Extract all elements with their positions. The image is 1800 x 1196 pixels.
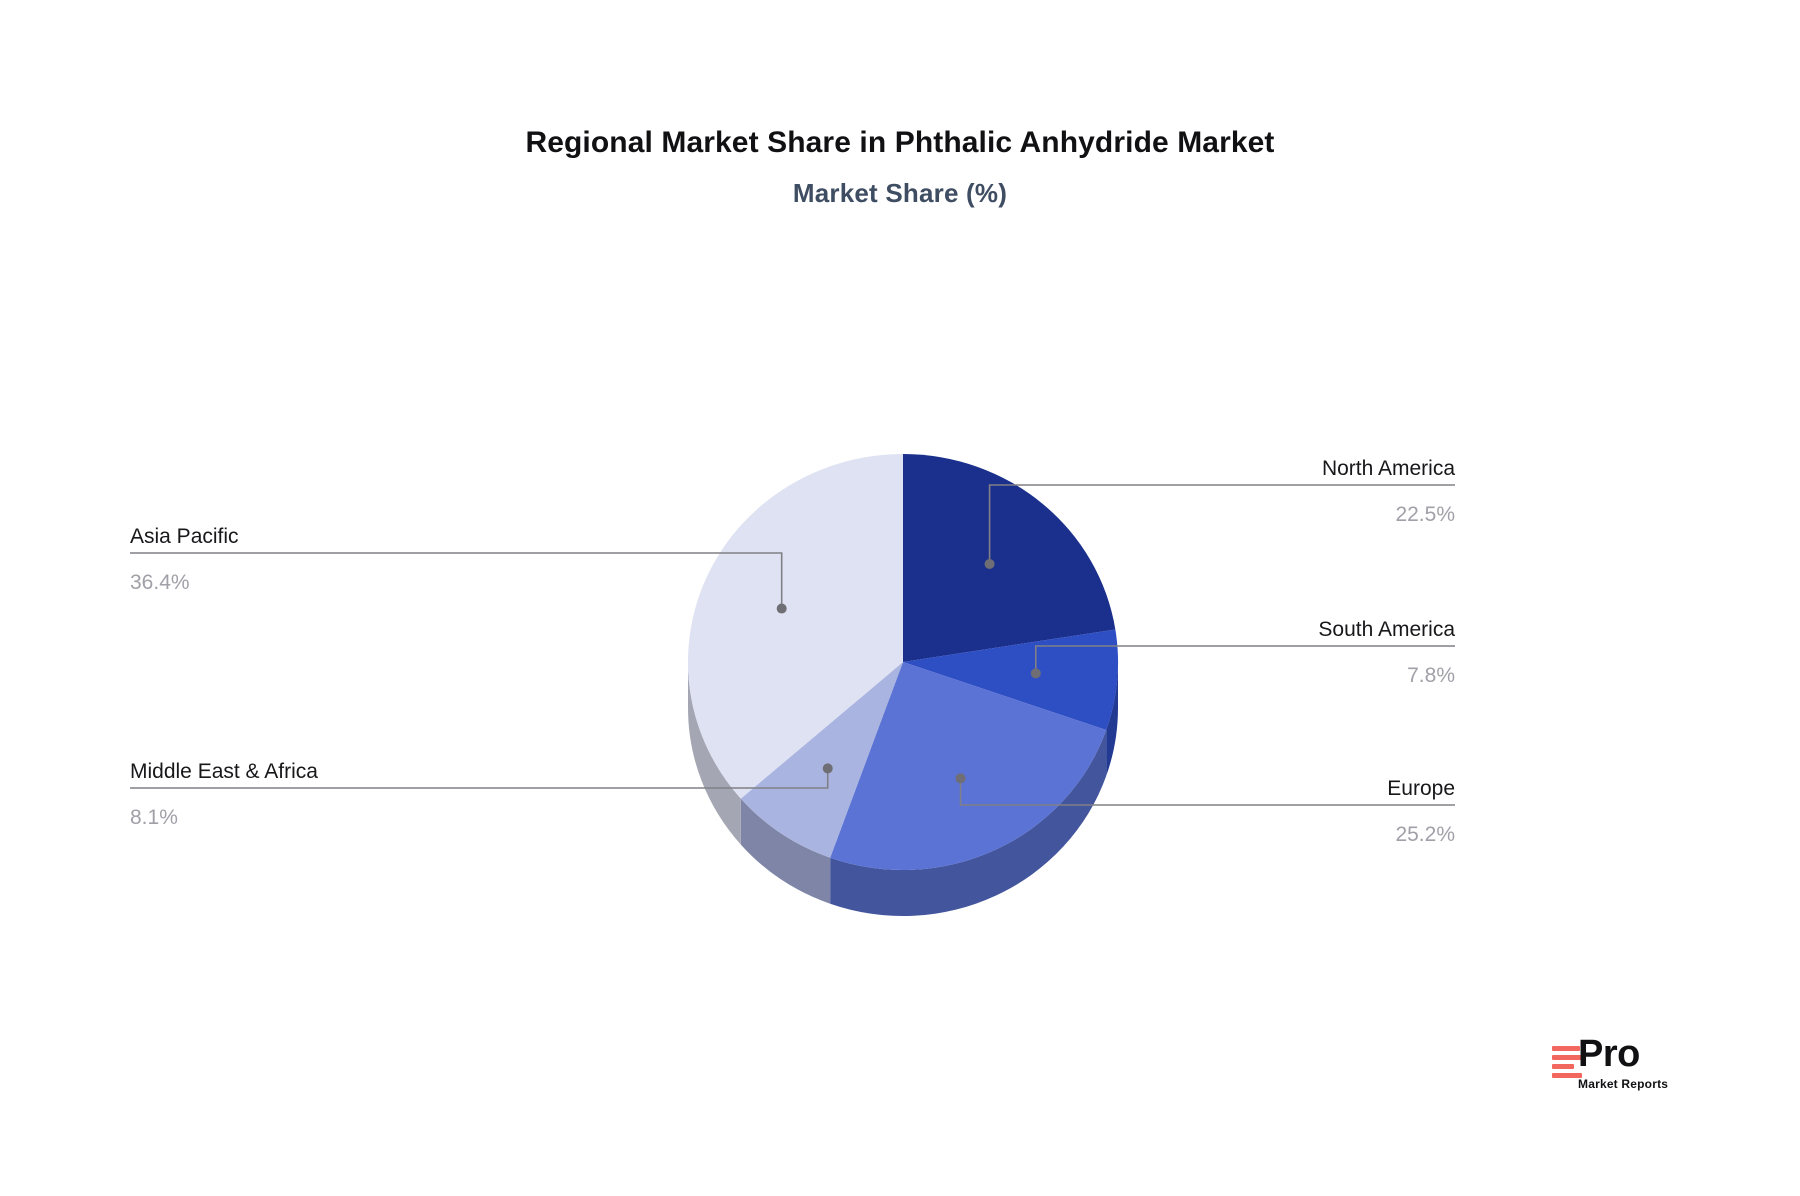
pie-slice-south-america[interactable] bbox=[903, 629, 1119, 730]
leader-anchor-dot bbox=[822, 763, 833, 774]
leader-line bbox=[130, 768, 829, 789]
leader-line bbox=[1034, 645, 1455, 674]
pie-slice-north-america[interactable] bbox=[903, 454, 1116, 662]
pie-depth-walls bbox=[687, 662, 1118, 916]
pie-slice-middle-east-africa[interactable] bbox=[740, 662, 903, 858]
pie-leader-lines bbox=[130, 484, 1455, 806]
pie-slice-europe[interactable] bbox=[830, 662, 1107, 871]
leader-anchor-dot bbox=[984, 558, 995, 569]
speed-bars-icon bbox=[1552, 1043, 1586, 1081]
leader-anchor-dot bbox=[955, 773, 966, 784]
pie-top-surface bbox=[687, 454, 1119, 871]
pie-slice-wall bbox=[830, 729, 1107, 916]
pie-slice-asia-pacific[interactable] bbox=[687, 454, 903, 799]
pie-slice-wall bbox=[687, 662, 741, 845]
leader-line bbox=[988, 484, 1455, 564]
leader-anchor-dot bbox=[1030, 668, 1041, 679]
leader-anchor-dot bbox=[776, 603, 787, 614]
pie-slice-wall bbox=[1106, 662, 1118, 776]
brand-tagline: Market Reports bbox=[1578, 1077, 1669, 1091]
leader-line bbox=[130, 552, 783, 609]
leader-line bbox=[959, 778, 1455, 806]
brand-name: Pro bbox=[1578, 1033, 1640, 1075]
pie-slice-wall bbox=[740, 798, 831, 904]
brand-logo: Pro Market Reports bbox=[1552, 1035, 1702, 1097]
